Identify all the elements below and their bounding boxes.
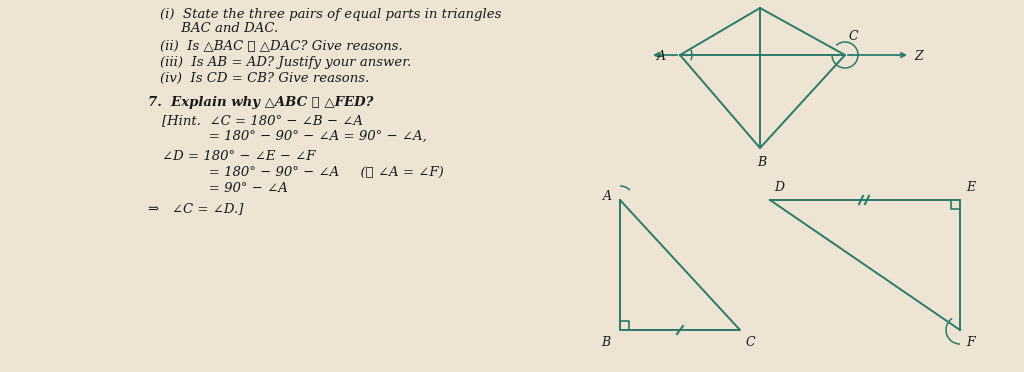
Text: = 180° − 90° − ∠A     (∴ ∠A = ∠F): = 180° − 90° − ∠A (∴ ∠A = ∠F) bbox=[162, 166, 443, 179]
Text: B: B bbox=[601, 336, 610, 349]
Text: (iii)  Is AB = AD? Justify your answer.: (iii) Is AB = AD? Justify your answer. bbox=[160, 56, 412, 69]
Text: C: C bbox=[849, 30, 859, 43]
Text: E: E bbox=[966, 181, 975, 194]
Text: A: A bbox=[657, 51, 666, 64]
Text: D: D bbox=[774, 181, 784, 194]
Text: ⇒   ∠C = ∠D.]: ⇒ ∠C = ∠D.] bbox=[148, 202, 244, 215]
Text: (i)  State the three pairs of equal parts in triangles: (i) State the three pairs of equal parts… bbox=[160, 8, 502, 21]
Text: (ii)  Is △BAC ≅ △DAC? Give reasons.: (ii) Is △BAC ≅ △DAC? Give reasons. bbox=[160, 40, 402, 53]
Text: (iv)  Is CD = CB? Give reasons.: (iv) Is CD = CB? Give reasons. bbox=[160, 72, 370, 85]
Text: B: B bbox=[758, 156, 767, 169]
Text: = 180° − 90° − ∠A = 90° − ∠A,: = 180° − 90° − ∠A = 90° − ∠A, bbox=[162, 130, 427, 143]
Text: BAC and DAC.: BAC and DAC. bbox=[160, 22, 279, 35]
Text: A: A bbox=[603, 189, 612, 202]
Text: [Hint.  ∠C = 180° − ∠B − ∠A: [Hint. ∠C = 180° − ∠B − ∠A bbox=[162, 114, 362, 127]
Text: Z: Z bbox=[914, 51, 923, 64]
Text: = 90° − ∠A: = 90° − ∠A bbox=[162, 182, 288, 195]
Text: ∠D = 180° − ∠E − ∠F: ∠D = 180° − ∠E − ∠F bbox=[162, 150, 315, 163]
Text: F: F bbox=[966, 336, 975, 349]
Text: 7.  Explain why △ABC ≅ △FED?: 7. Explain why △ABC ≅ △FED? bbox=[148, 96, 374, 109]
Text: C: C bbox=[746, 336, 756, 349]
